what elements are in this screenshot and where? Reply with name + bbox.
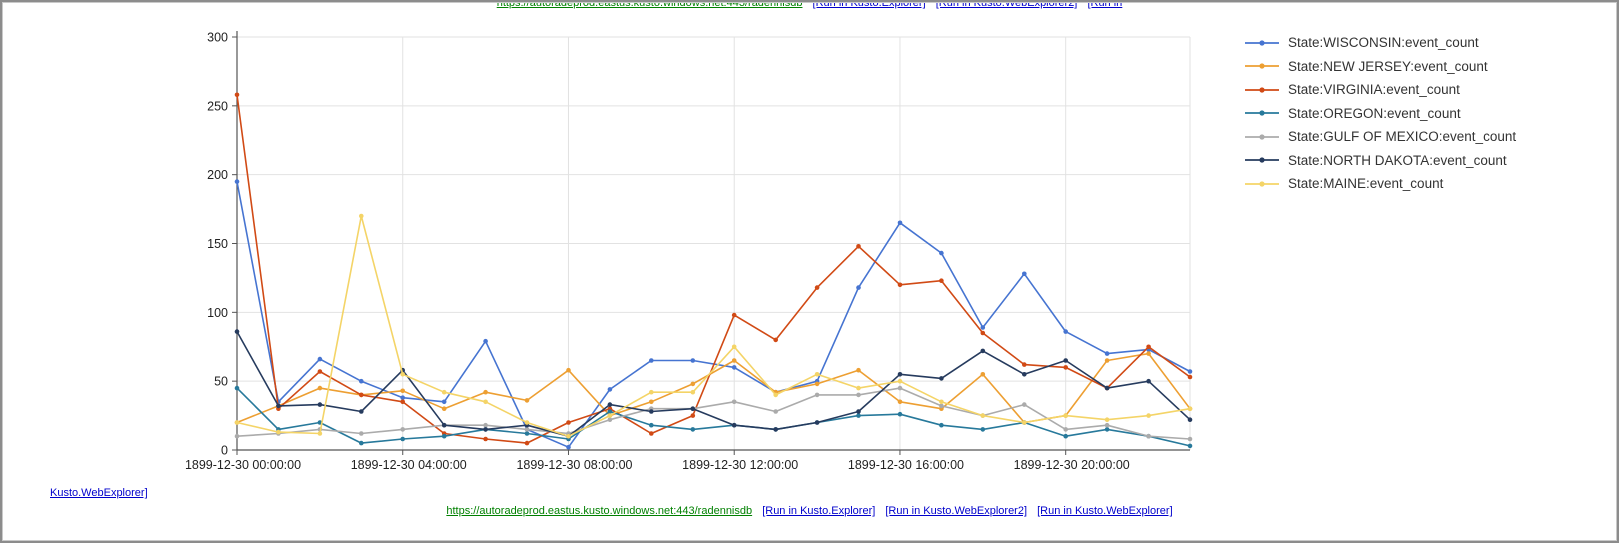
run-in-kusto-webexplorer2-link[interactable]: [Run in Kusto.WebExplorer2] (935, 0, 1078, 9)
run-in-kusto-explorer-link[interactable]: [Run in Kusto.Explorer] (812, 0, 926, 9)
svg-text:1899-12-30 16:00:00: 1899-12-30 16:00:00 (848, 458, 964, 472)
run-in-kusto-webexplorer-link-bottom[interactable]: [Run in Kusto.WebExplorer] (1037, 505, 1173, 517)
legend-item[interactable]: State:OREGON:event_count (1245, 102, 1516, 126)
legend-label: State:OREGON:event_count (1288, 105, 1461, 121)
kusto-webexplorer-wrapped-link[interactable]: Kusto.WebExplorer] (50, 487, 148, 499)
svg-text:1899-12-30 12:00:00: 1899-12-30 12:00:00 (682, 458, 798, 472)
svg-text:250: 250 (207, 99, 228, 113)
run-in-kusto-explorer-link-bottom[interactable]: [Run in Kusto.Explorer] (762, 505, 876, 517)
svg-text:50: 50 (214, 375, 228, 389)
chart-plot[interactable]: 0 50 100 150 200 250 300 1899-12-30 00:00:00 189… (178, 24, 1194, 476)
svg-text:100: 100 (207, 306, 228, 320)
legend-item[interactable]: State:MAINE:event_count (1245, 172, 1516, 196)
svg-text:150: 150 (207, 237, 228, 251)
legend-label: State:MAINE:event_count (1288, 176, 1444, 192)
kusto-db-url-link-bottom[interactable]: https://autoradeprod.eastus.kusto.window… (446, 505, 753, 517)
legend-item[interactable]: State:WISCONSIN:event_count (1245, 31, 1516, 55)
legend-marker-icon (1245, 63, 1279, 69)
svg-text:1899-12-30 00:00:00: 1899-12-30 00:00:00 (185, 458, 301, 472)
svg-text:300: 300 (207, 31, 228, 45)
legend-label: State:NEW JERSEY:event_count (1288, 58, 1488, 74)
chart-legend: State:WISCONSIN:event_count State:NEW JER… (1245, 31, 1516, 196)
legend-label: State:VIRGINIA:event_count (1288, 82, 1460, 98)
legend-marker-icon (1245, 181, 1279, 187)
legend-marker-icon (1245, 110, 1279, 116)
legend-item[interactable]: State:NORTH DAKOTA:event_count (1245, 149, 1516, 173)
legend-item[interactable]: State:GULF OF MEXICO:event_count (1245, 125, 1516, 149)
legend-marker-icon (1245, 40, 1279, 46)
legend-label: State:GULF OF MEXICO:event_count (1288, 129, 1517, 145)
legend-marker-icon (1245, 134, 1279, 140)
svg-text:1899-12-30 20:00:00: 1899-12-30 20:00:00 (1014, 458, 1130, 472)
run-in-kusto-webexplorer2-link-bottom[interactable]: [Run in Kusto.WebExplorer2] (885, 505, 1028, 517)
svg-text:0: 0 (221, 444, 228, 458)
run-in-truncated-link[interactable]: [Run in (1087, 0, 1123, 9)
legend-label: State:WISCONSIN:event_count (1288, 35, 1479, 51)
legend-label: State:NORTH DAKOTA:event_count (1288, 152, 1507, 168)
bottom-links-row: https://autoradeprod.eastus.kusto.window… (0, 505, 1619, 517)
legend-marker-icon (1245, 157, 1279, 163)
svg-text:200: 200 (207, 168, 228, 182)
kusto-db-url-link[interactable]: https://autoradeprod.eastus.kusto.window… (496, 0, 803, 9)
legend-marker-icon (1245, 87, 1279, 93)
top-links-row: https://autoradeprod.eastus.kusto.window… (0, 0, 1619, 9)
svg-text:1899-12-30 08:00:00: 1899-12-30 08:00:00 (516, 458, 632, 472)
svg-text:1899-12-30 04:00:00: 1899-12-30 04:00:00 (351, 458, 467, 472)
legend-item[interactable]: State:NEW JERSEY:event_count (1245, 55, 1516, 79)
legend-item[interactable]: State:VIRGINIA:event_count (1245, 78, 1516, 102)
